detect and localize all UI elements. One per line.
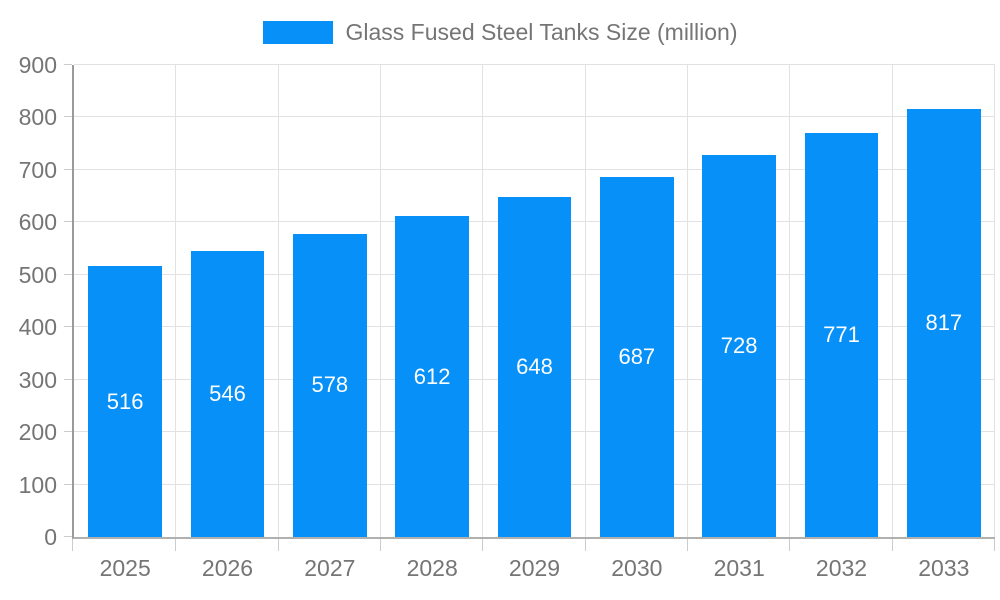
plot-area: 516 546 578 612 648 687 728 771 817: [64, 64, 995, 551]
gridline-vertical: [482, 65, 484, 537]
y-axis-label: 700: [18, 156, 57, 183]
bar[interactable]: 771: [804, 132, 879, 537]
bar[interactable]: 516: [88, 266, 162, 537]
bar-value-label: 578: [311, 372, 349, 398]
bar[interactable]: 578: [292, 233, 367, 537]
legend-label: Glass Fused Steel Tanks Size (million): [345, 19, 738, 45]
bar[interactable]: 612: [395, 216, 469, 537]
x-axis-tick: [72, 539, 73, 551]
x-axis-tick: [891, 539, 893, 551]
x-axis-tick: [482, 539, 484, 551]
bar-value-label: 817: [925, 309, 963, 335]
bar-value-label: 612: [413, 363, 451, 389]
y-axis-label: 600: [18, 209, 57, 236]
y-axis-tick: [64, 483, 72, 485]
gridline-horizontal: [74, 64, 995, 65]
x-axis-tick: [380, 539, 381, 551]
bar-value-label: 771: [823, 321, 860, 347]
gridline-vertical: [891, 65, 893, 537]
bar[interactable]: 687: [599, 176, 674, 537]
y-axis-label: 200: [18, 419, 57, 446]
x-axis-tick: [277, 539, 279, 551]
y-axis-label: 0: [44, 524, 57, 550]
y-axis-tick: [64, 431, 72, 433]
legend-swatch: [262, 20, 333, 44]
bar-value-label: 516: [106, 388, 144, 414]
y-axis-tick: [64, 64, 72, 65]
x-axis-label: 2029: [508, 555, 561, 581]
gridline-vertical: [789, 65, 791, 537]
x-axis-label: 2032: [815, 555, 868, 581]
y-axis-tick: [64, 536, 72, 537]
y-axis-tick: [64, 326, 72, 328]
gridline-vertical: [380, 65, 381, 537]
y-axis-tick: [64, 116, 72, 118]
y-axis-tick: [64, 221, 72, 223]
x-axis-labels: 2025 2026 2027 2028 2029 2030 2031 2032 2033: [74, 553, 995, 583]
x-axis-tick: [175, 539, 177, 551]
bar-value-label: 546: [209, 380, 246, 406]
gridline-horizontal: [74, 168, 995, 170]
bar[interactable]: 728: [702, 155, 776, 537]
y-axis-label: 900: [18, 52, 57, 78]
y-axis-tick: [64, 273, 72, 275]
x-axis-label: 2033: [918, 555, 970, 581]
bar[interactable]: 648: [497, 197, 572, 537]
y-axis-label: 300: [18, 366, 57, 393]
x-axis-tick: [687, 539, 688, 551]
bar-value-label: 728: [720, 333, 758, 359]
gridline-vertical: [687, 65, 688, 537]
x-axis-label: 2026: [201, 555, 254, 581]
x-axis-label: 2025: [99, 555, 151, 581]
y-axis-tick: [64, 168, 72, 170]
bar-value-label: 687: [618, 343, 656, 369]
gridline-vertical: [584, 65, 586, 537]
bar[interactable]: 546: [190, 250, 265, 537]
y-axis-label: 400: [18, 314, 57, 341]
y-axis-label: 100: [18, 471, 57, 498]
bar-value-label: 648: [516, 354, 553, 380]
bar[interactable]: 817: [906, 108, 981, 537]
x-axis-label: 2028: [406, 555, 458, 581]
legend[interactable]: Glass Fused Steel Tanks Size (million): [0, 19, 1000, 45]
x-axis-tick: [789, 539, 791, 551]
y-axis-tick: [64, 378, 72, 380]
x-axis-tick: [584, 539, 586, 551]
x-axis-label: 2030: [611, 555, 663, 581]
gridline-vertical: [175, 65, 177, 537]
gridline-vertical: [277, 65, 279, 537]
y-axis-label: 500: [18, 261, 57, 288]
gridline-vertical: [994, 65, 995, 537]
x-axis-label: 2027: [304, 555, 356, 581]
x-axis-label: 2031: [713, 555, 765, 581]
x-axis-tick: [994, 539, 995, 551]
gridline-horizontal: [74, 116, 995, 118]
y-axis-label: 800: [18, 104, 57, 131]
